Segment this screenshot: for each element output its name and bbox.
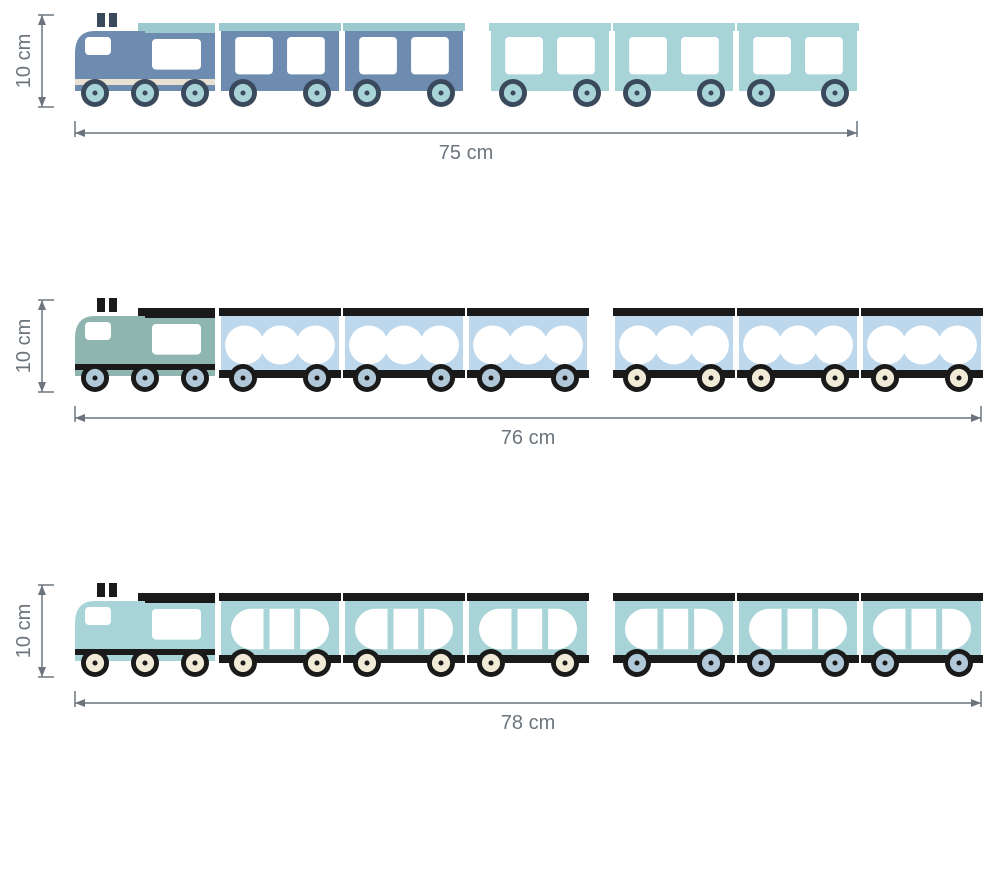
- train-row-1: 10 cm 75 cm: [13, 13, 859, 164]
- height-label: 10 cm: [13, 319, 35, 373]
- width-label: 76 cm: [501, 427, 555, 449]
- width-label: 75 cm: [439, 142, 493, 164]
- trains-diagram: 10 cm 75 cm 10 cm 76 cm 10 cm 78 cm: [0, 0, 990, 869]
- width-label: 78 cm: [501, 712, 555, 734]
- train-row-2: 10 cm 76 cm: [13, 298, 983, 449]
- height-label: 10 cm: [13, 34, 35, 88]
- height-label: 10 cm: [13, 604, 35, 658]
- diagram-container: 10 cm 75 cm 10 cm 76 cm 10 cm 78 cm: [0, 0, 990, 869]
- train-row-3: 10 cm 78 cm: [13, 583, 983, 734]
